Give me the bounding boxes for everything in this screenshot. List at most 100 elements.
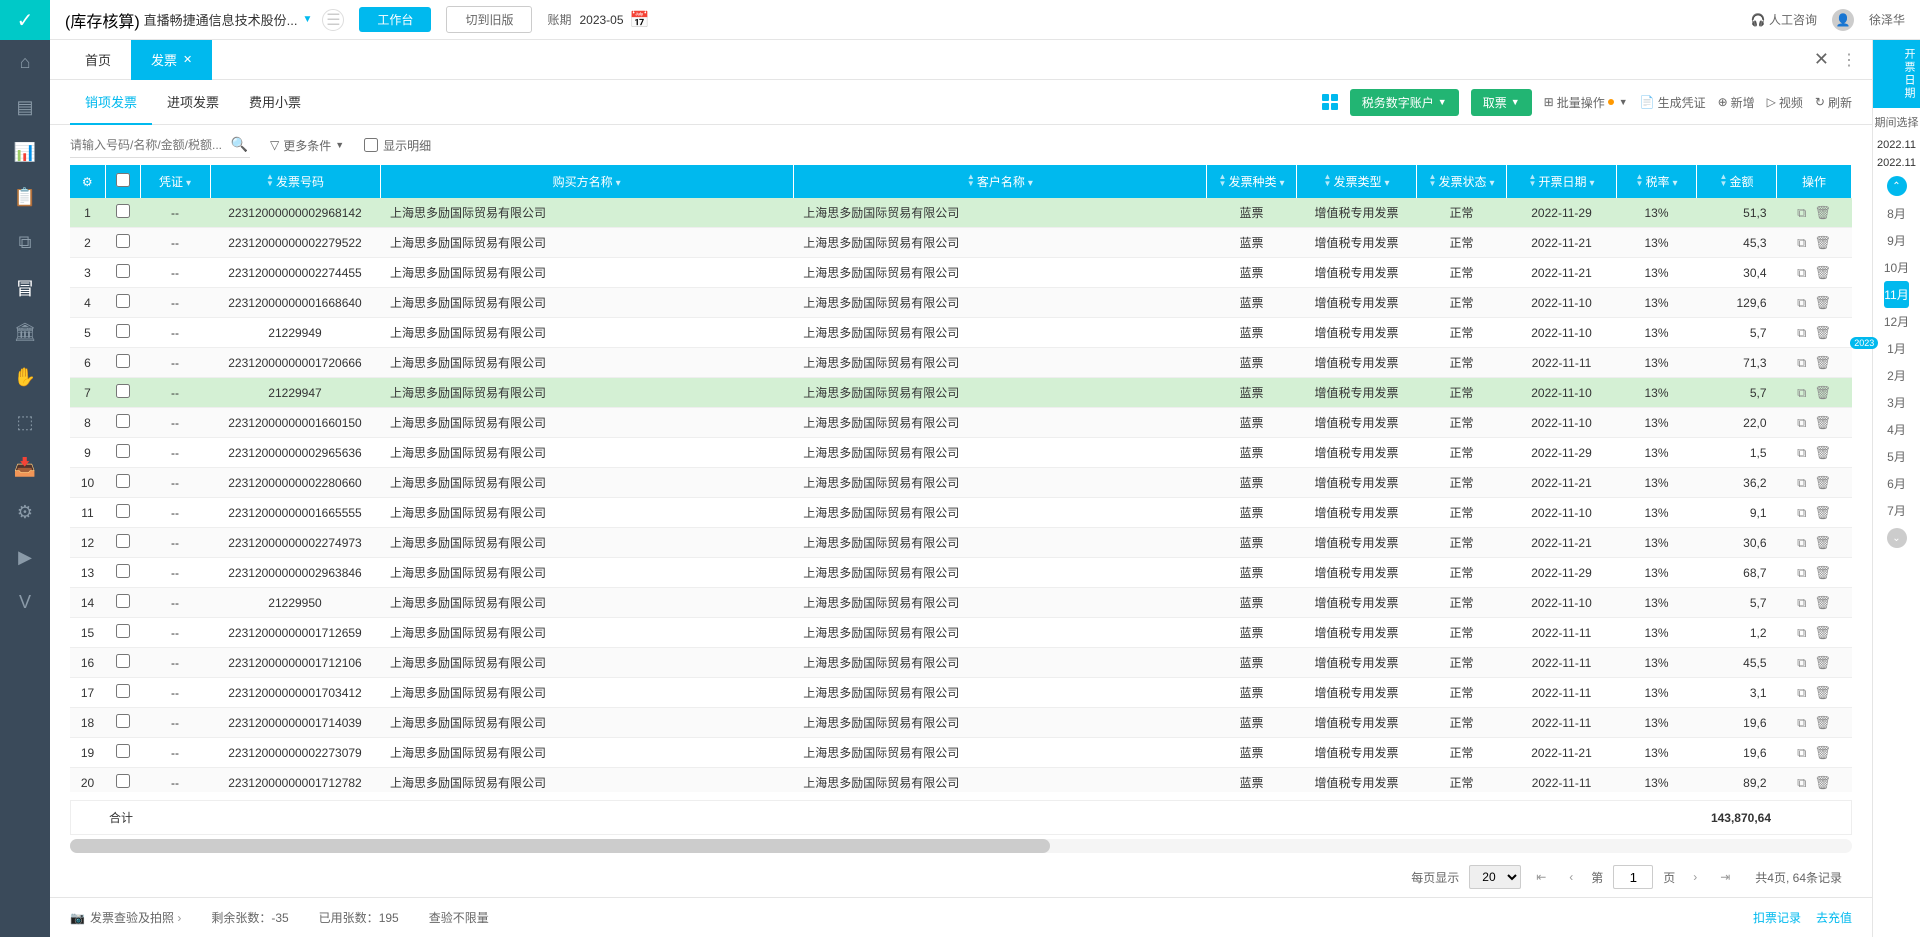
grid-view-icon[interactable] [1322, 94, 1338, 110]
horizontal-scrollbar[interactable] [70, 839, 1852, 853]
row-checkbox[interactable] [116, 564, 130, 578]
tab-close-icon[interactable]: ✕ [183, 53, 192, 66]
tab-home[interactable]: 首页 [65, 40, 131, 80]
page-prev-icon[interactable]: ‹ [1561, 867, 1581, 887]
delete-icon[interactable]: 🗑 [1814, 685, 1831, 701]
month-8月[interactable]: 8月 [1880, 200, 1912, 227]
tabbar-menu-icon[interactable]: ⋮ [1841, 50, 1857, 70]
table-row[interactable]: 15--22312000000001712659上海思多励国际贸易有限公司上海思… [70, 618, 1852, 648]
copy-icon[interactable]: ⧉ [1797, 445, 1806, 461]
get-invoice-button[interactable]: 取票 ▼ [1471, 89, 1532, 116]
add-new-link[interactable]: ⊕新增 [1718, 94, 1755, 111]
month-3月[interactable]: 3月 [1880, 389, 1912, 416]
month-12月[interactable]: 12月 [1880, 308, 1912, 335]
table-row[interactable]: 4--22312000000001668640上海思多励国际贸易有限公司上海思多… [70, 288, 1852, 318]
app-logo[interactable]: ✓ [0, 0, 50, 40]
row-checkbox[interactable] [116, 264, 130, 278]
nav-clipboard-icon[interactable]: 📋 [0, 175, 50, 220]
period-value[interactable]: 2023-05 [579, 13, 623, 27]
nav-media-icon[interactable]: ▶ [0, 535, 50, 580]
copy-icon[interactable]: ⧉ [1797, 655, 1806, 671]
consult-link[interactable]: 🎧 人工咨询 [1751, 11, 1817, 28]
nav-hand-icon[interactable]: ✋ [0, 355, 50, 400]
copy-icon[interactable]: ⧉ [1797, 505, 1806, 521]
nav-settings-icon[interactable]: ⚙ [0, 490, 50, 535]
verify-section[interactable]: 📷发票查验及拍照 › [70, 909, 181, 926]
month-6月[interactable]: 6月 [1880, 470, 1912, 497]
scrollbar-thumb[interactable] [70, 839, 1050, 853]
table-row[interactable]: 9--22312000000002965636上海思多励国际贸易有限公司上海思多… [70, 438, 1852, 468]
col-voucher[interactable]: 凭证▾ [140, 165, 210, 198]
row-checkbox[interactable] [116, 714, 130, 728]
delete-icon[interactable]: 🗑 [1814, 385, 1831, 401]
org-dropdown-icon[interactable]: ▼ [303, 14, 313, 25]
row-checkbox[interactable] [116, 204, 130, 218]
nav-report-icon[interactable]: ⧉ [0, 220, 50, 265]
copy-icon[interactable]: ⧉ [1797, 355, 1806, 371]
page-next-icon[interactable]: › [1685, 867, 1705, 887]
user-avatar-icon[interactable]: 👤 [1832, 9, 1854, 31]
row-checkbox[interactable] [116, 774, 130, 788]
workspace-button[interactable]: 工作台 [359, 7, 431, 32]
switch-old-button[interactable]: 切到旧版 [446, 6, 532, 33]
table-row[interactable]: 12--22312000000002274973上海思多励国际贸易有限公司上海思… [70, 528, 1852, 558]
deduct-records-link[interactable]: 扣票记录 [1753, 909, 1801, 926]
copy-icon[interactable]: ⧉ [1797, 205, 1806, 221]
per-page-select[interactable]: 20 [1469, 865, 1521, 889]
row-checkbox[interactable] [116, 444, 130, 458]
search-icon[interactable]: 🔍 [231, 136, 248, 153]
table-row[interactable]: 19--22312000000002273079上海思多励国际贸易有限公司上海思… [70, 738, 1852, 768]
row-checkbox[interactable] [116, 354, 130, 368]
table-row[interactable]: 2--22312000000002279522上海思多励国际贸易有限公司上海思多… [70, 228, 1852, 258]
delete-icon[interactable]: 🗑 [1814, 265, 1831, 281]
page-first-icon[interactable]: ⇤ [1531, 867, 1551, 887]
copy-icon[interactable]: ⧉ [1797, 745, 1806, 761]
gen-voucher-link[interactable]: 📄生成凭证 [1640, 94, 1706, 111]
right-year-2[interactable]: 2022.11 [1877, 154, 1916, 172]
table-row[interactable]: 13--22312000000002963846上海思多励国际贸易有限公司上海思… [70, 558, 1852, 588]
nav-home-icon[interactable]: ⌂ [0, 40, 50, 85]
subtab-purchase[interactable]: 进项发票 [152, 80, 234, 125]
list-icon[interactable]: ☰ [322, 9, 344, 31]
month-11月[interactable]: 11月 [1884, 281, 1908, 308]
delete-icon[interactable]: 🗑 [1814, 235, 1831, 251]
col-kind[interactable]: ▲▼发票种类▾ [1207, 165, 1297, 198]
delete-icon[interactable]: 🗑 [1814, 565, 1831, 581]
col-status[interactable]: ▲▼发票状态▾ [1417, 165, 1507, 198]
table-row[interactable]: 18--22312000000001714039上海思多励国际贸易有限公司上海思… [70, 708, 1852, 738]
col-customer[interactable]: ▲▼客户名称▾ [793, 165, 1206, 198]
row-checkbox[interactable] [116, 474, 130, 488]
col-checkbox[interactable] [105, 165, 140, 198]
col-rate[interactable]: ▲▼税率▾ [1617, 165, 1697, 198]
batch-ops-link[interactable]: ⊞批量操作▼ [1544, 94, 1628, 111]
tab-invoice[interactable]: 发票 ✕ [131, 40, 212, 80]
month-2月[interactable]: 2月 [1880, 362, 1912, 389]
col-invoice-no[interactable]: ▲▼发票号码 [210, 165, 380, 198]
right-year-1[interactable]: 2022.11 [1877, 136, 1916, 154]
table-row[interactable]: 3--22312000000002274455上海思多励国际贸易有限公司上海思多… [70, 258, 1852, 288]
refresh-link[interactable]: ↻刷新 [1815, 94, 1852, 111]
copy-icon[interactable]: ⧉ [1797, 715, 1806, 731]
username[interactable]: 徐泽华 [1869, 11, 1905, 28]
copy-icon[interactable]: ⧉ [1797, 775, 1806, 791]
tabbar-close-icon[interactable]: ✕ [1814, 49, 1829, 70]
row-checkbox[interactable] [116, 534, 130, 548]
delete-icon[interactable]: 🗑 [1814, 655, 1831, 671]
page-last-icon[interactable]: ⇥ [1715, 867, 1735, 887]
delete-icon[interactable]: 🗑 [1814, 715, 1831, 731]
calendar-icon[interactable]: 📅 [630, 10, 650, 30]
tax-account-button[interactable]: 税务数字账户 ▼ [1350, 89, 1459, 116]
col-type[interactable]: ▲▼发票类型▾ [1297, 165, 1417, 198]
delete-icon[interactable]: 🗑 [1814, 325, 1831, 341]
delete-icon[interactable]: 🗑 [1814, 745, 1831, 761]
table-row[interactable]: 10--22312000000002280660上海思多励国际贸易有限公司上海思… [70, 468, 1852, 498]
more-conditions-link[interactable]: ▽更多条件▼ [270, 137, 344, 154]
nav-invoice-icon[interactable]: 冒 [0, 265, 50, 310]
col-buyer[interactable]: 购买方名称▾ [380, 165, 793, 198]
col-amount[interactable]: ▲▼金额 [1697, 165, 1777, 198]
delete-icon[interactable]: 🗑 [1814, 355, 1831, 371]
nav-doc-icon[interactable]: ▤ [0, 85, 50, 130]
delete-icon[interactable]: 🗑 [1814, 205, 1831, 221]
delete-icon[interactable]: 🗑 [1814, 295, 1831, 311]
delete-icon[interactable]: 🗑 [1814, 415, 1831, 431]
